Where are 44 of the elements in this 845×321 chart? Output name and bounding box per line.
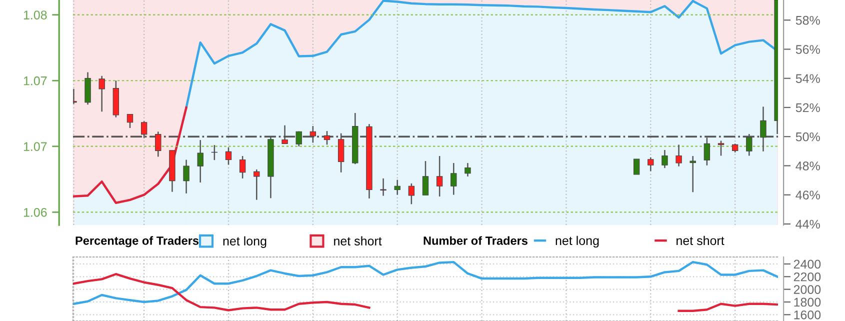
y-tick-label: 2200	[794, 272, 821, 282]
y2-tick-label: 50%	[796, 132, 820, 142]
candlestick	[126, 114, 134, 129]
candlestick	[718, 140, 724, 156]
candlestick	[464, 162, 471, 178]
y-tick-label: 1.07	[24, 76, 47, 86]
y2-tick-label: 44%	[796, 220, 820, 229]
y-tick-label: 1.06	[24, 208, 47, 217]
legend-label: net short	[334, 236, 382, 246]
y-tick-label: 2400	[794, 260, 821, 269]
y2-tick-label: 58%	[796, 16, 820, 25]
candlestick	[408, 182, 415, 205]
y-tick-label: 1600	[794, 310, 821, 320]
legend-label: net short	[676, 236, 724, 246]
y-tick-label: 1800	[794, 298, 821, 307]
legend-title: Number of Traders	[424, 236, 528, 245]
candlestick	[690, 155, 696, 193]
y2-tick-label: 46%	[796, 190, 820, 200]
y-tick-label: 1.08	[24, 10, 47, 20]
candlestick	[225, 146, 232, 166]
candlestick	[254, 168, 260, 200]
candlestick	[394, 179, 400, 196]
candlestick	[197, 139, 204, 184]
candlestick	[436, 155, 443, 198]
candlestick	[676, 144, 682, 168]
candlestick	[380, 178, 386, 196]
y-tick-label: 1.07	[24, 142, 47, 151]
legend-label: net long	[556, 236, 599, 248]
candlestick	[662, 149, 668, 169]
candlestick	[183, 159, 190, 194]
line-series	[73, 260, 778, 305]
candlestick	[98, 75, 105, 112]
candlestick	[450, 162, 457, 196]
y2-tick-label: 56%	[796, 45, 820, 54]
candlestick	[648, 156, 654, 172]
candlestick	[633, 158, 640, 176]
y2-tick-label: 48%	[796, 162, 820, 170]
y-tick-label: 2000	[794, 285, 821, 294]
candlestick	[422, 160, 429, 196]
legend-title: Percentage of Traders	[76, 236, 199, 248]
candlestick	[239, 155, 246, 180]
legend-label: net long	[223, 236, 266, 248]
y2-tick-label: 52%	[796, 103, 820, 112]
y2-tick-label: 54%	[796, 74, 820, 83]
